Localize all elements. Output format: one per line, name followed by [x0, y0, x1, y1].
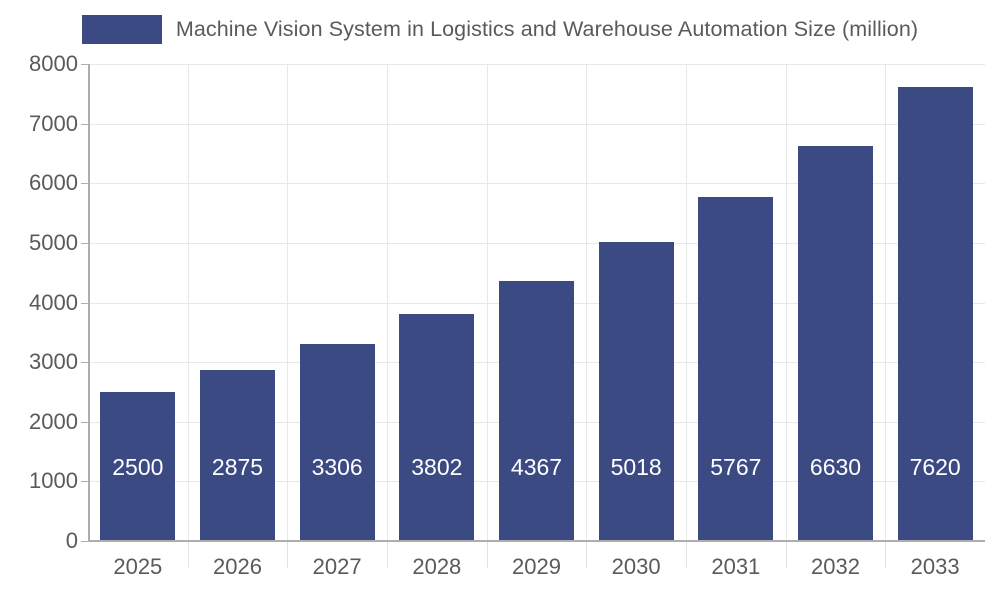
legend-color-swatch-icon — [81, 14, 162, 44]
y-axis-tick-label: 7000 — [29, 110, 78, 136]
y-axis-tick-label: 5000 — [29, 229, 78, 255]
x-axis-tick-mark — [686, 542, 687, 568]
x-axis-tick-label: 2026 — [213, 554, 262, 579]
x-axis-line — [88, 540, 985, 542]
x-axis-tick-label: 2025 — [113, 554, 163, 579]
bar-value-label: 5018 — [610, 454, 662, 480]
bar[interactable]: 5767 — [698, 197, 774, 541]
gridline-vertical — [686, 64, 687, 541]
y-axis-tick-label: 2000 — [29, 408, 78, 434]
y-axis-tick-label: 0 — [65, 528, 78, 553]
plot-area: 2500 2875 3306 3802 4367 5018 5767 6630 7620 — [88, 64, 985, 542]
bar[interactable]: 5018 — [598, 241, 674, 541]
bar-value-label: 6630 — [809, 454, 862, 480]
gridline-vertical — [885, 64, 887, 541]
y-axis-tick-mark — [81, 362, 88, 364]
bar[interactable]: 3802 — [399, 314, 475, 541]
gridline-vertical — [287, 64, 289, 541]
legend-item-series-1[interactable]: Machine Vision System in Logistics and W… — [81, 14, 919, 44]
y-axis-tick-mark — [81, 242, 88, 244]
gridline-horizontal — [88, 64, 985, 65]
bar-value-label: 3802 — [411, 454, 463, 480]
gridline-horizontal — [88, 242, 985, 244]
bar-value-label: 7620 — [909, 454, 961, 480]
x-axis-tick-label: 2029 — [512, 554, 561, 579]
y-axis-tick-mark — [81, 123, 88, 125]
x-axis-tick-mark — [387, 542, 388, 568]
bar[interactable]: 6630 — [797, 145, 874, 541]
bar[interactable]: 2500 — [100, 391, 176, 541]
bar[interactable]: 4367 — [498, 280, 575, 541]
bar-value-label: 2500 — [112, 454, 164, 480]
x-axis-tick-mark — [785, 542, 787, 568]
y-axis-tick-label: 3000 — [29, 349, 78, 375]
gridline-vertical — [387, 64, 388, 541]
y-axis-tick-mark — [81, 183, 88, 185]
gridline-vertical — [187, 64, 189, 541]
y-axis-tick-mark — [81, 421, 88, 423]
y-axis-tick-label: 8000 — [29, 51, 78, 76]
x-axis-tick-mark — [187, 542, 189, 568]
gridline-vertical — [785, 64, 787, 541]
x-axis-tick-label: 2027 — [312, 554, 362, 579]
bar[interactable]: 2875 — [199, 369, 276, 541]
chart-legend: Machine Vision System in Logistics and W… — [0, 0, 1000, 58]
x-axis-tick-mark — [287, 542, 289, 568]
y-axis-tick-label: 6000 — [29, 170, 78, 196]
bar-value-label: 4367 — [510, 454, 563, 480]
gridline-vertical — [586, 64, 588, 541]
x-axis-tick-mark — [885, 542, 887, 568]
x-axis-tick-label: 2033 — [910, 554, 960, 579]
y-axis-tick-label: 4000 — [29, 289, 78, 315]
bar[interactable]: 3306 — [299, 343, 375, 541]
bar-value-label: 5767 — [710, 454, 762, 480]
gridline-horizontal — [88, 123, 985, 125]
y-axis-tick-mark — [81, 481, 88, 483]
x-axis-tick-mark — [486, 542, 488, 568]
bar-value-label: 2875 — [211, 454, 264, 480]
bar-value-label: 3306 — [311, 454, 363, 480]
x-axis-tick-label: 2031 — [711, 554, 761, 579]
y-axis-tick-label: 1000 — [29, 468, 78, 494]
x-axis-tick-label: 2028 — [412, 554, 462, 579]
x-axis-tick-mark — [586, 542, 588, 568]
y-axis-tick-mark — [81, 302, 88, 304]
gridline-horizontal — [88, 183, 985, 185]
bar[interactable]: 7620 — [897, 86, 973, 541]
y-axis-tick-mark — [81, 64, 88, 65]
x-axis-tick-label: 2032 — [811, 554, 860, 579]
gridline-vertical — [486, 64, 488, 541]
y-axis-line — [88, 64, 90, 542]
y-axis-tick-mark — [81, 541, 88, 542]
x-axis-tick-label: 2030 — [611, 554, 661, 579]
legend-label: Machine Vision System in Logistics and W… — [175, 16, 919, 41]
